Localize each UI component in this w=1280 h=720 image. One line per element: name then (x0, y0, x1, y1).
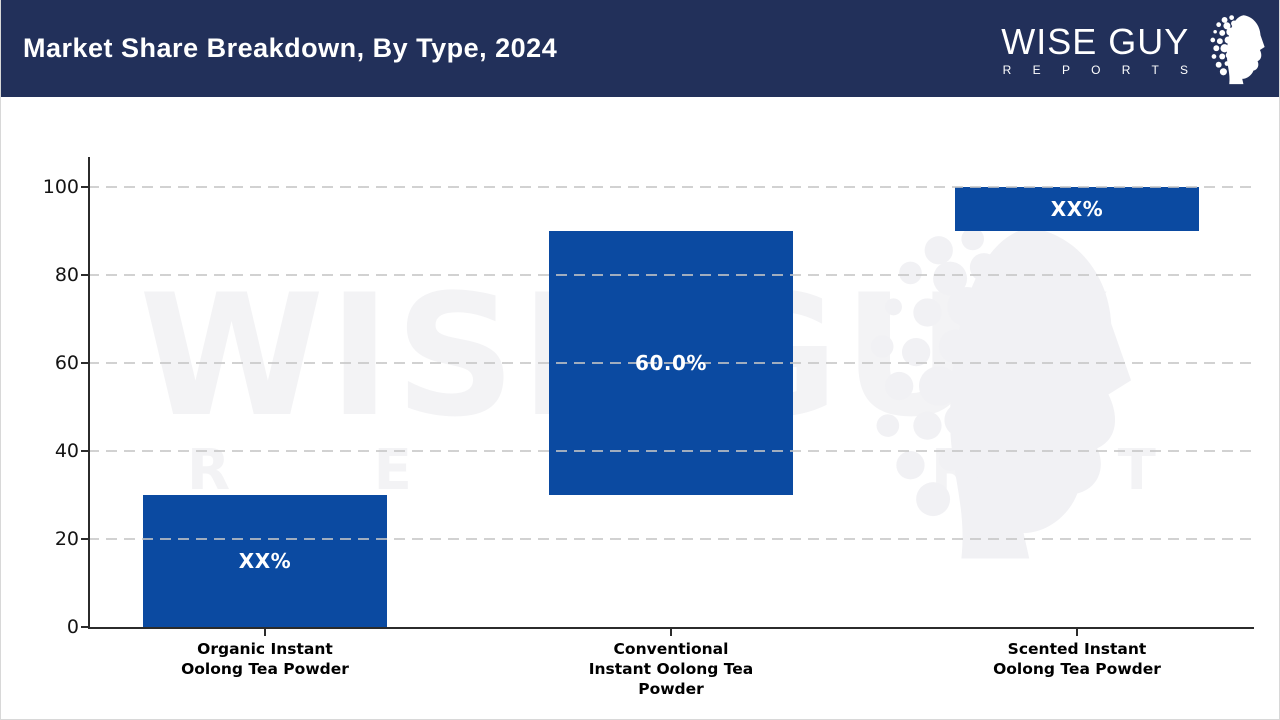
logo-wordmark: WISE GUY (1001, 21, 1190, 62)
logo-subtitle: R E P O R T S (1002, 63, 1197, 77)
y-tick-label: 60 (54, 352, 79, 374)
x-tick-mark (1076, 629, 1078, 636)
x-category-label: Conventional Instant Oolong Tea Powder (588, 640, 754, 698)
gridline (88, 274, 1254, 276)
bar-value-label: XX% (1050, 197, 1104, 221)
gridline (88, 186, 1254, 188)
bar (955, 187, 1199, 231)
y-tick-mark (81, 450, 88, 452)
gridline (88, 362, 1254, 364)
y-tick-label: 0 (66, 616, 79, 638)
y-tick-mark (81, 626, 88, 628)
y-tick-mark (81, 186, 88, 188)
gridline (88, 450, 1254, 452)
x-tick-mark (264, 629, 266, 636)
x-axis-line (88, 627, 1254, 629)
x-category-label: Organic Instant Oolong Tea Powder (181, 640, 349, 678)
x-tick-mark (670, 629, 672, 636)
page-title: Market Share Breakdown, By Type, 2024 (23, 33, 558, 63)
wise-guy-reports-logo: WISE GUY R E P O R T S (994, 8, 1267, 92)
dotted-head-profile-icon (870, 227, 1132, 559)
y-tick-label: 100 (42, 176, 79, 198)
y-tick-mark (81, 362, 88, 364)
y-tick-mark (81, 274, 88, 276)
y-axis-line (88, 157, 90, 629)
y-tick-mark (81, 538, 88, 540)
y-tick-label: 80 (54, 264, 79, 286)
x-category-label: Scented Instant Oolong Tea Powder (993, 640, 1161, 678)
dotted-head-profile-icon (1210, 15, 1265, 85)
bar (143, 495, 387, 627)
header-bar: Market Share Breakdown, By Type, 2024 WI… (1, 0, 1279, 97)
y-tick-label: 20 (54, 528, 79, 550)
gridline (88, 538, 1254, 540)
bar-value-label: 60.0% (635, 351, 707, 375)
logo-text: WISE GUY R E P O R T S (994, 21, 1197, 78)
bar-value-label: XX% (238, 549, 292, 573)
y-tick-label: 40 (54, 440, 79, 462)
